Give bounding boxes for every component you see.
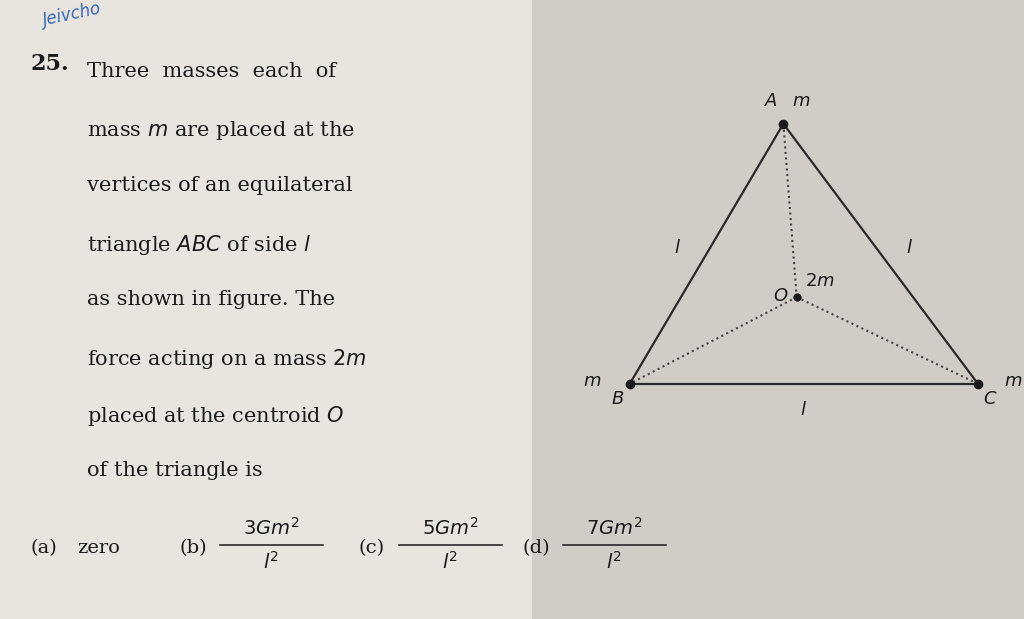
Text: zero: zero [77, 539, 120, 557]
Text: $B$: $B$ [611, 390, 625, 408]
Text: $3Gm^2$: $3Gm^2$ [243, 516, 300, 539]
Text: vertices of an equilateral: vertices of an equilateral [87, 176, 352, 195]
Text: placed at the centroid $O$: placed at the centroid $O$ [87, 404, 344, 428]
Text: $l$: $l$ [906, 238, 913, 257]
Text: mass $m$ are placed at the: mass $m$ are placed at the [87, 119, 354, 142]
Text: $C$: $C$ [983, 390, 997, 408]
Text: as shown in figure. The: as shown in figure. The [87, 290, 335, 309]
Text: Three  masses  each  of: Three masses each of [87, 62, 336, 81]
Text: (d): (d) [522, 539, 550, 557]
Text: $m$: $m$ [1004, 371, 1022, 390]
Text: $5Gm^2$: $5Gm^2$ [422, 516, 479, 539]
Text: $m$: $m$ [792, 92, 810, 110]
Text: $l$: $l$ [674, 238, 681, 257]
Bar [0, 0, 532, 619]
Text: $l^2$: $l^2$ [442, 551, 459, 573]
Text: (b): (b) [179, 539, 207, 557]
Text: triangle $ABC$ of side $l$: triangle $ABC$ of side $l$ [87, 233, 311, 257]
Text: $l$: $l$ [801, 401, 807, 419]
Text: $2m$: $2m$ [805, 272, 835, 290]
Bar [532, 0, 1024, 619]
Text: Jeivcho: Jeivcho [41, 0, 102, 30]
Text: $O$: $O$ [773, 287, 788, 305]
Text: (c): (c) [358, 539, 385, 557]
Text: $l^2$: $l^2$ [606, 551, 623, 573]
Text: $A$: $A$ [764, 92, 778, 110]
Text: force acting on a mass $2m$: force acting on a mass $2m$ [87, 347, 367, 371]
Text: $l^2$: $l^2$ [263, 551, 280, 573]
Text: $7Gm^2$: $7Gm^2$ [586, 516, 643, 539]
Text: $m$: $m$ [583, 371, 601, 390]
Text: of the triangle is: of the triangle is [87, 461, 263, 480]
Text: (a): (a) [31, 539, 57, 557]
Text: 25.: 25. [31, 53, 70, 75]
